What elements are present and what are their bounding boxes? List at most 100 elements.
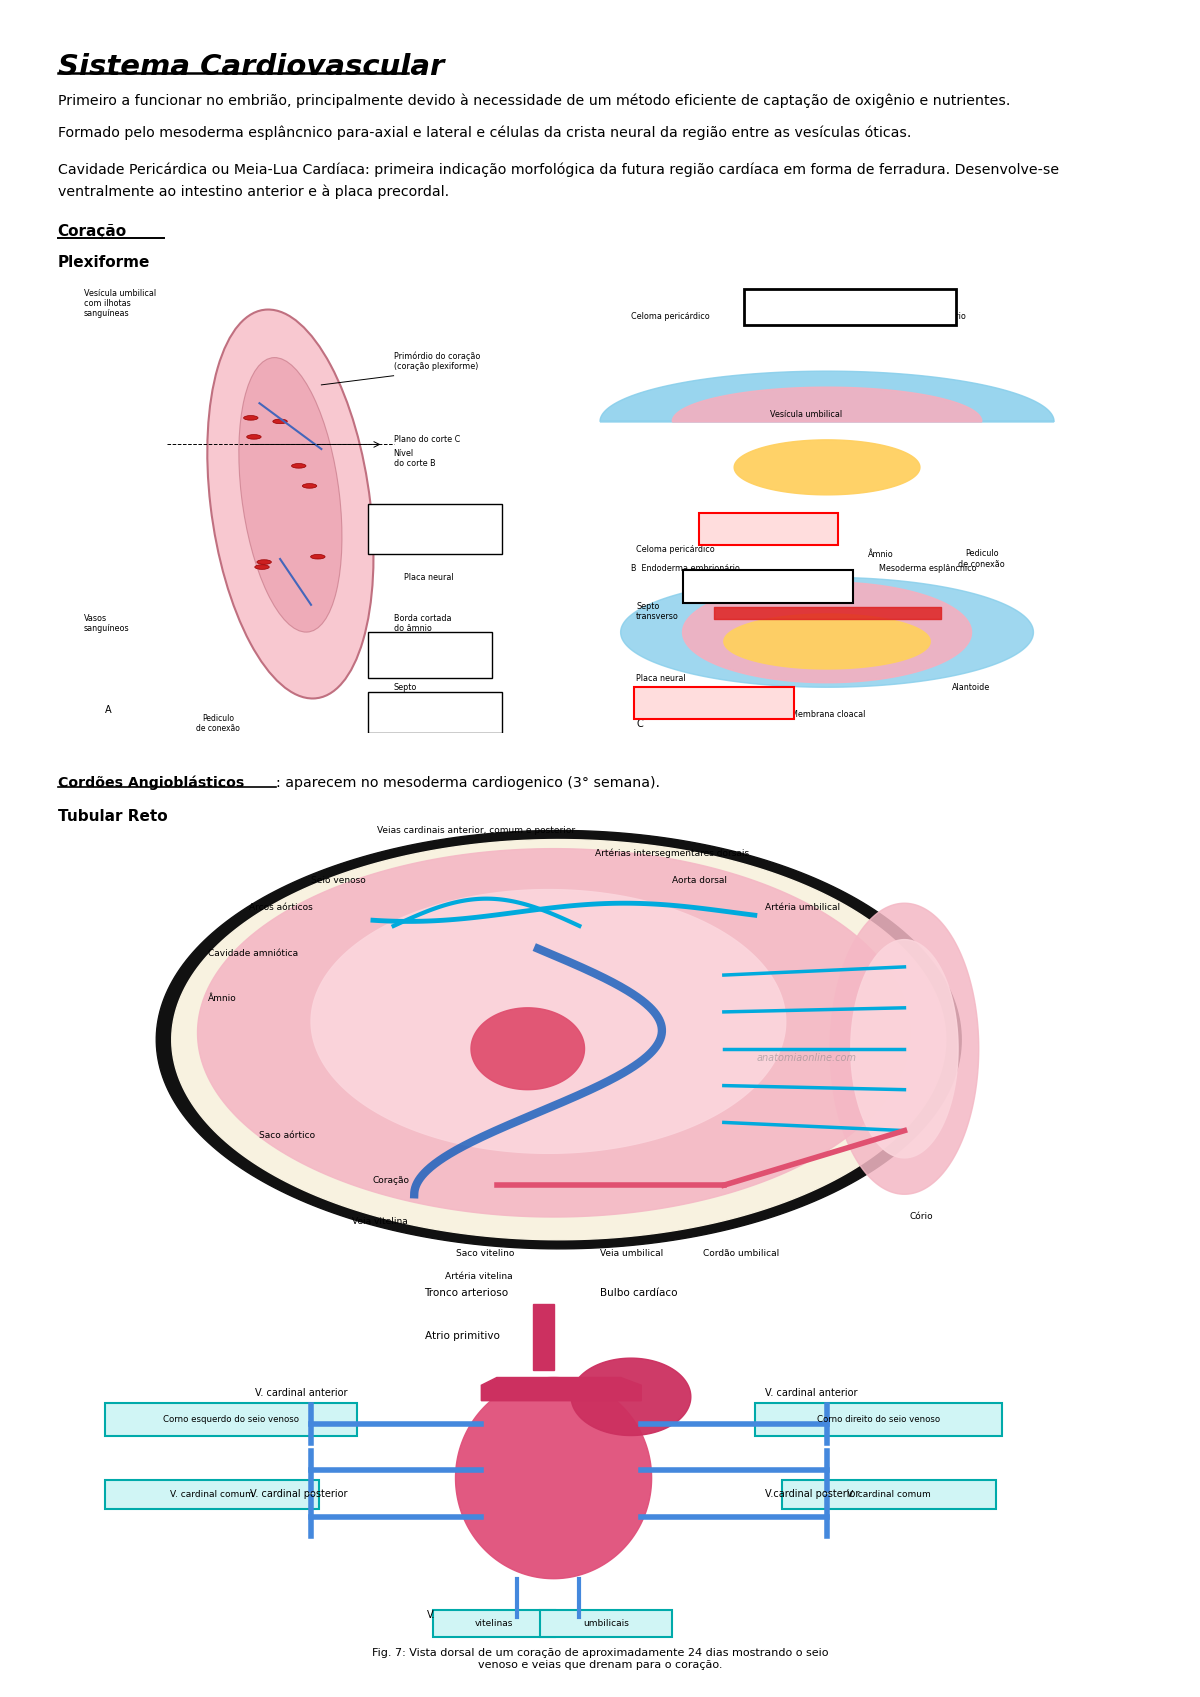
Text: Seio venoso: Seio venoso <box>311 876 366 884</box>
FancyBboxPatch shape <box>367 692 502 733</box>
Ellipse shape <box>247 434 262 440</box>
FancyBboxPatch shape <box>367 504 502 555</box>
Text: Pediculo
de conexão: Pediculo de conexão <box>959 550 1006 568</box>
Text: Cordão umbilical: Cordão umbilical <box>703 1249 780 1257</box>
FancyBboxPatch shape <box>755 1403 1002 1436</box>
Text: Mesoderma
cardiogênico: Mesoderma cardiogênico <box>410 701 460 721</box>
Text: Arcos aórticos: Arcos aórticos <box>250 903 313 913</box>
Text: Alantoide: Alantoide <box>953 682 991 692</box>
Text: Âmnio: Âmnio <box>869 550 894 558</box>
Text: V. cardinal anterior: V. cardinal anterior <box>254 1388 347 1398</box>
Polygon shape <box>156 830 961 1249</box>
Text: Artéria vitelina: Artéria vitelina <box>445 1271 512 1281</box>
Ellipse shape <box>272 419 287 424</box>
Text: Membrana orofaríngea: Membrana orofaríngea <box>719 582 816 591</box>
Polygon shape <box>734 440 920 496</box>
Text: Coração: Coração <box>58 224 127 239</box>
Text: ventralmente ao intestino anterior e à placa precordal.: ventralmente ao intestino anterior e à p… <box>58 185 449 200</box>
Ellipse shape <box>302 484 317 489</box>
Text: Primeiro a funcionar no embrião, principalmente devido à necessidade de um métod: Primeiro a funcionar no embrião, princip… <box>58 93 1010 109</box>
Text: Primórdio do coração
(coração plexiforme): Primórdio do coração (coração plexiforme… <box>394 351 480 372</box>
Text: Tubular Reto: Tubular Reto <box>58 809 167 825</box>
Text: Cavidade amniótica: Cavidade amniótica <box>208 949 298 957</box>
Text: Cordão angioblástico: Cordão angioblástico <box>670 699 758 708</box>
FancyBboxPatch shape <box>104 1403 358 1436</box>
Text: Vesícula umbilical: Vesícula umbilical <box>770 411 842 419</box>
Text: Corno esquerdo do seio venoso: Corno esquerdo do seio venoso <box>162 1415 299 1424</box>
Text: Sistema Cardiovascular: Sistema Cardiovascular <box>58 53 444 80</box>
Text: Cório: Cório <box>910 1212 934 1222</box>
Ellipse shape <box>208 309 373 699</box>
Polygon shape <box>172 840 946 1241</box>
Text: Cavidade Pericárdica ou Meia-Lua Cardíaca: primeira indicação morfológica da fut: Cavidade Pericárdica ou Meia-Lua Cardíac… <box>58 163 1058 178</box>
Ellipse shape <box>254 565 269 570</box>
Text: Placa neural: Placa neural <box>636 674 685 682</box>
Text: Septo
transverso: Septo transverso <box>636 602 679 621</box>
Polygon shape <box>311 889 786 1154</box>
Text: Septo
transverso: Septo transverso <box>394 682 437 703</box>
Text: Vesícula umbilical
com ilhotas
sanguíneas: Vesícula umbilical com ilhotas sanguínea… <box>84 288 156 319</box>
Text: Fig. 7: Vista dorsal de um coração de aproximadamente 24 dias mostrando o seio
v: Fig. 7: Vista dorsal de um coração de ap… <box>372 1648 828 1670</box>
Ellipse shape <box>257 560 271 565</box>
Polygon shape <box>472 1008 584 1089</box>
Ellipse shape <box>292 463 306 468</box>
Text: Celoma pericárdico: Celoma pericárdico <box>636 545 715 555</box>
Text: C: C <box>636 718 643 728</box>
Text: umbilicais: umbilicais <box>583 1619 629 1627</box>
Text: Veia vitelina: Veia vitelina <box>353 1217 408 1225</box>
Text: Ectoderma embrionário: Ectoderma embrionário <box>870 312 966 321</box>
FancyBboxPatch shape <box>700 512 839 545</box>
Text: B  Endoderma embrionário: B Endoderma embrionário <box>631 563 740 572</box>
Text: Plano do corte C: Plano do corte C <box>394 436 460 445</box>
Polygon shape <box>851 940 958 1157</box>
Text: Corda angioblástica: Corda angioblástica <box>726 524 810 535</box>
Polygon shape <box>724 614 930 669</box>
Text: Veia umbilical: Veia umbilical <box>600 1249 664 1257</box>
Ellipse shape <box>244 416 258 421</box>
FancyBboxPatch shape <box>683 570 853 602</box>
Text: Formado pelo mesoderma esplâncnico para-axial e lateral e células da crista neur: Formado pelo mesoderma esplâncnico para-… <box>58 126 911 141</box>
Text: : aparecem no mesoderma cardiogenico (3° semana).: : aparecem no mesoderma cardiogenico (3°… <box>276 776 660 789</box>
Text: Coração: Coração <box>373 1176 410 1185</box>
Polygon shape <box>533 1303 553 1369</box>
FancyBboxPatch shape <box>540 1610 672 1636</box>
Polygon shape <box>600 372 1054 421</box>
Text: Bulbo cardíaco: Bulbo cardíaco <box>600 1288 678 1298</box>
Text: Vasos
sanguíneos: Vasos sanguíneos <box>84 614 130 633</box>
Polygon shape <box>672 387 982 421</box>
Text: V. cardinal comum: V. cardinal comum <box>170 1490 254 1498</box>
Text: Tronco arterioso: Tronco arterioso <box>425 1288 509 1298</box>
Text: Saco vitelino: Saco vitelino <box>456 1249 514 1257</box>
Text: Placa neural: Placa neural <box>404 574 454 582</box>
Text: V. cardinal comum: V. cardinal comum <box>847 1490 931 1498</box>
FancyBboxPatch shape <box>104 1480 319 1509</box>
Text: A: A <box>104 704 112 714</box>
Text: Atrio primitivo: Atrio primitivo <box>425 1330 499 1341</box>
FancyBboxPatch shape <box>367 633 492 679</box>
Text: anatomiaonline.com: anatomiaonline.com <box>756 1052 857 1062</box>
Polygon shape <box>456 1378 652 1578</box>
Text: Local
da membrana
cloacal: Local da membrana cloacal <box>403 638 457 669</box>
Text: V. cardinal anterior: V. cardinal anterior <box>766 1388 858 1398</box>
Text: Artérias intersegmentares dorsais: Artérias intersegmentares dorsais <box>595 848 749 859</box>
Text: Membrana cloacal: Membrana cloacal <box>791 711 865 720</box>
Text: Saco aórtico: Saco aórtico <box>259 1130 316 1140</box>
Text: V.cardinal posterior: V.cardinal posterior <box>766 1488 859 1498</box>
Polygon shape <box>571 1358 691 1436</box>
Text: Mesoderma cardiogênico: Mesoderma cardiogênico <box>791 302 910 312</box>
Text: Local
da membrana
orofaríngea: Local da membrana orofaríngea <box>408 509 462 540</box>
Ellipse shape <box>239 358 342 631</box>
Text: Aorta dorsal: Aorta dorsal <box>672 876 727 884</box>
Polygon shape <box>830 903 979 1195</box>
FancyBboxPatch shape <box>433 1610 554 1636</box>
Text: Cordões Angioblásticos: Cordões Angioblásticos <box>58 776 244 791</box>
Text: Artéria umbilical: Artéria umbilical <box>766 903 840 913</box>
FancyBboxPatch shape <box>781 1480 996 1509</box>
Text: Celoma pericárdico: Celoma pericárdico <box>631 312 709 321</box>
Polygon shape <box>683 582 972 682</box>
Text: Corno direito do seio venoso: Corno direito do seio venoso <box>817 1415 941 1424</box>
Text: Pediculo
de conexão: Pediculo de conexão <box>197 714 240 733</box>
Text: Mesoderma esplâncnico: Mesoderma esplâncnico <box>878 563 977 572</box>
Text: vitelinas: vitelinas <box>474 1619 512 1627</box>
Text: V. cardinal posterior: V. cardinal posterior <box>250 1488 347 1498</box>
